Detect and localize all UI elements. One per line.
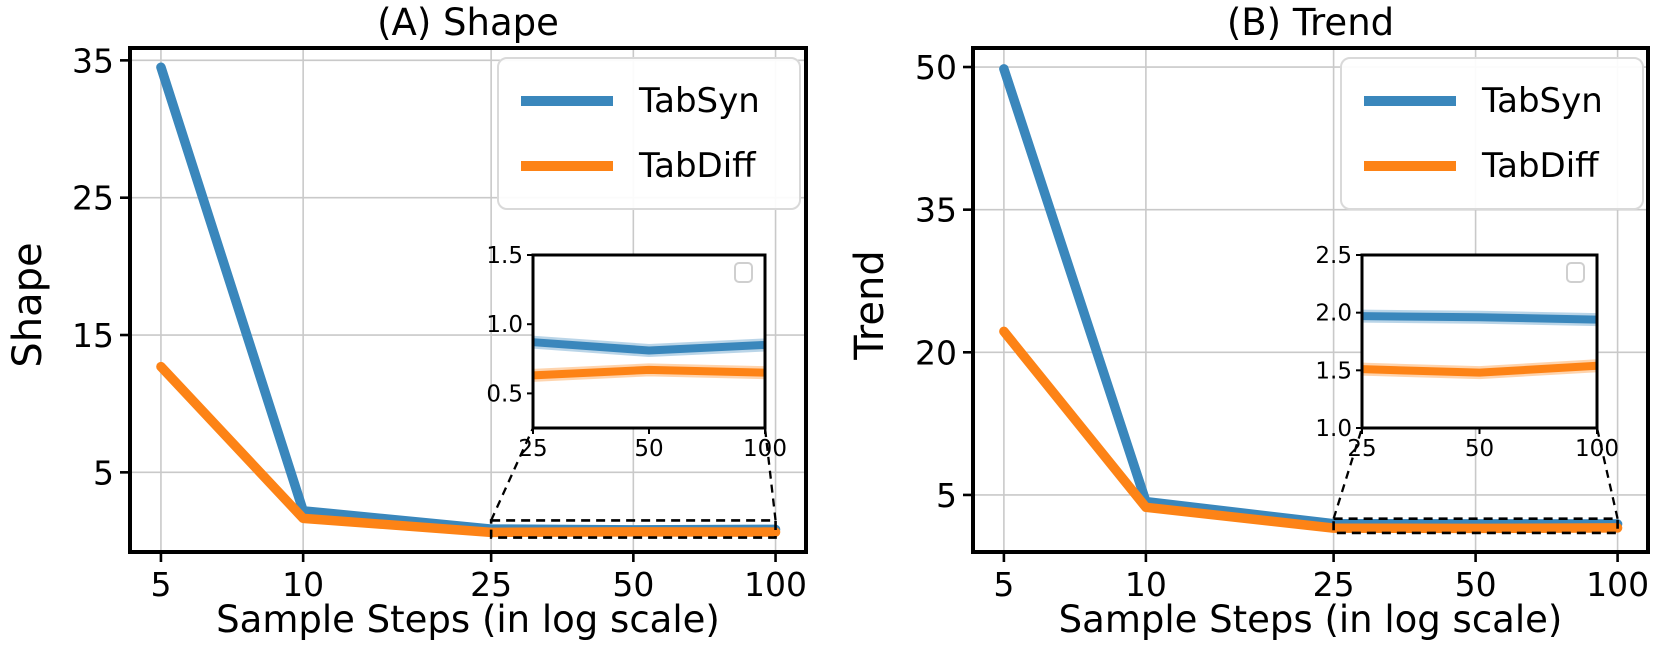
x-tick-label: 50: [1455, 565, 1497, 604]
inset-x-tick-label: 100: [1575, 436, 1619, 462]
x-tick-label: 100: [1586, 565, 1649, 604]
panel-b-y-axis-label: Trend: [847, 250, 893, 360]
x-tick-label: 5: [993, 565, 1014, 604]
inset-x-tick-label: 50: [634, 436, 663, 462]
y-tick-label: 5: [936, 476, 957, 515]
legend-label-tabsyn: TabSyn: [1482, 81, 1603, 122]
inset-y-tick-label: 1.5: [486, 243, 523, 269]
tabsyn-line-swatch: [1364, 96, 1456, 107]
inset-y-tick-label: 2.5: [1315, 243, 1352, 269]
inset-y-tick-label: 1.0: [486, 312, 523, 338]
inset-x-tick-label: 25: [1347, 436, 1376, 462]
legend-entry-tabsyn: TabSyn: [1342, 81, 1642, 121]
tabdiff-line-swatch: [521, 160, 613, 171]
legend-label-tabdiff: TabDiff: [1482, 145, 1599, 186]
tabdiff-inset-line: [532, 365, 766, 380]
inset-background: [1362, 255, 1597, 428]
zoom-connector-left: [1332, 427, 1364, 520]
inset-y-tick-label: 1.5: [1315, 358, 1352, 384]
x-tick-label: 10: [282, 565, 324, 604]
panel-b-title: (B) Trend: [1226, 1, 1395, 44]
y-tick-label: 50: [915, 48, 957, 87]
panel-a-x-axis-label: Sample Steps (in log scale): [216, 598, 720, 641]
tabsyn-inset-line: [532, 338, 766, 355]
panel-a-title: (A) Shape: [377, 1, 559, 44]
zoom-connector-right: [1595, 427, 1619, 519]
inset-x-tick-label: 100: [743, 436, 787, 462]
axes-spines: [971, 46, 1650, 554]
panel-a-y-axis-label: Shape: [5, 242, 51, 368]
inset-mini-legend-box: [734, 262, 753, 283]
x-tick-label: 25: [1313, 565, 1355, 604]
inset-y-tick-label: 0.5: [486, 381, 523, 407]
tabdiff-line-swatch: [1364, 160, 1456, 171]
tabdiff-inset-line: [1361, 361, 1598, 377]
legend-label-tabdiff: TabDiff: [639, 145, 756, 186]
inset-y-tick-label: 2.0: [1315, 301, 1352, 327]
legend-label-tabsyn: TabSyn: [639, 81, 760, 122]
axes-spines: [128, 46, 808, 554]
tabsyn-line-swatch: [521, 96, 613, 107]
y-tick-label: 15: [72, 316, 114, 355]
legend-entry-tabdiff: TabDiff: [499, 146, 799, 186]
x-tick-label: 50: [612, 565, 654, 604]
panel-b-legend: TabSyn TabDiff: [1340, 57, 1644, 210]
y-tick-label: 35: [72, 41, 114, 80]
x-tick-label: 5: [150, 565, 171, 604]
panel-b-x-axis-label: Sample Steps (in log scale): [1058, 598, 1563, 641]
y-tick-label: 20: [915, 333, 957, 372]
zoom-region-rect: [1332, 517, 1619, 535]
x-tick-label: 100: [744, 565, 807, 604]
y-tick-label: 35: [915, 191, 957, 230]
zoom-connector-left: [490, 427, 535, 521]
y-tick-label: 5: [93, 453, 114, 492]
y-tick-label: 25: [72, 179, 114, 218]
inset-mini-legend-box: [1566, 262, 1585, 283]
inset-x-tick-label: 50: [1465, 436, 1494, 462]
inset-x-tick-label: 25: [518, 436, 547, 462]
zoom-connector-right: [763, 427, 777, 521]
legend-entry-tabdiff: TabDiff: [1342, 146, 1642, 186]
x-tick-label: 10: [1125, 565, 1167, 604]
inset-y-tick-label: 1.0: [1315, 416, 1352, 442]
panel-a-legend: TabSyn TabDiff: [497, 57, 801, 210]
zoom-region-rect: [489, 519, 777, 539]
tabsyn-inset-line: [1361, 312, 1598, 324]
x-tick-label: 25: [470, 565, 512, 604]
legend-entry-tabsyn: TabSyn: [499, 81, 799, 121]
